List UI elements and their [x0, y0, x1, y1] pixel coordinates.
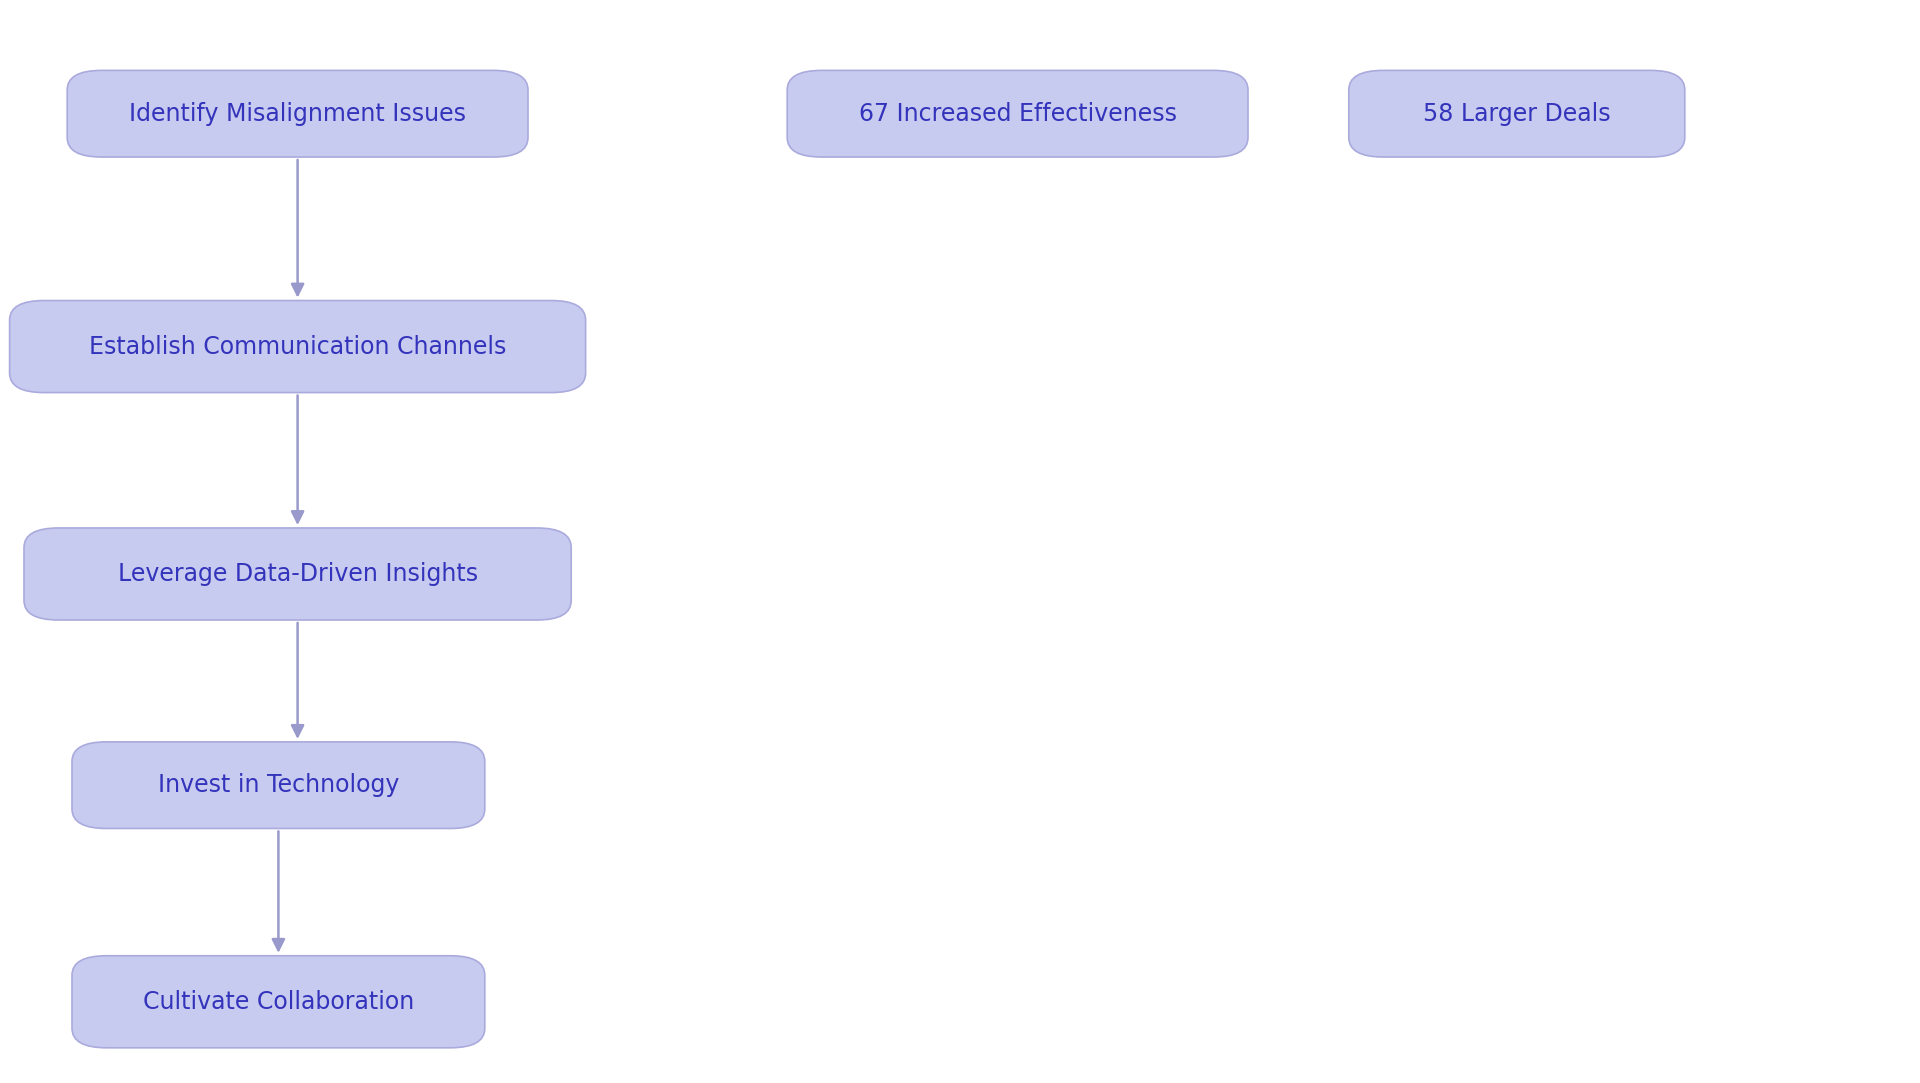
Text: Establish Communication Channels: Establish Communication Channels	[88, 335, 507, 358]
FancyBboxPatch shape	[787, 70, 1248, 157]
FancyBboxPatch shape	[1348, 70, 1686, 157]
Text: 58 Larger Deals: 58 Larger Deals	[1423, 102, 1611, 126]
FancyBboxPatch shape	[71, 742, 484, 828]
Text: Cultivate Collaboration: Cultivate Collaboration	[142, 990, 415, 1014]
FancyBboxPatch shape	[25, 529, 572, 619]
FancyBboxPatch shape	[71, 956, 484, 1048]
Text: Leverage Data-Driven Insights: Leverage Data-Driven Insights	[117, 562, 478, 586]
FancyBboxPatch shape	[67, 70, 528, 157]
Text: 67 Increased Effectiveness: 67 Increased Effectiveness	[858, 102, 1177, 126]
Text: Identify Misalignment Issues: Identify Misalignment Issues	[129, 102, 467, 126]
FancyBboxPatch shape	[10, 300, 586, 393]
Text: Invest in Technology: Invest in Technology	[157, 773, 399, 797]
